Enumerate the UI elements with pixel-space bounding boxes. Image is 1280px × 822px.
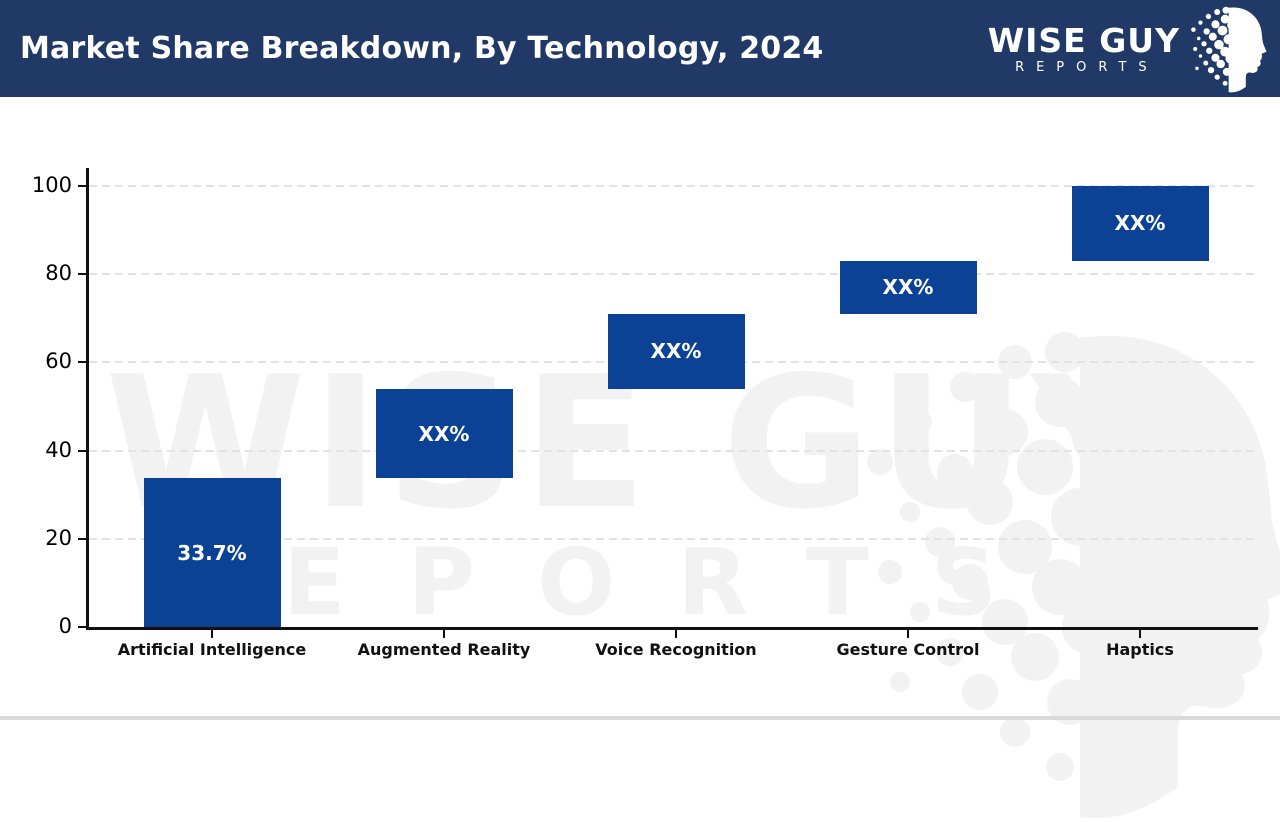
- y-axis-tick-label: 80: [45, 261, 72, 286]
- y-axis: [86, 168, 89, 630]
- bar-artificial-intelligence: 33.7%: [143, 478, 281, 627]
- bar-voice-recognition: XX%: [607, 313, 745, 389]
- y-tick-60: [78, 361, 86, 364]
- bar-value-label: XX%: [418, 421, 470, 446]
- bar-augmented-reality: XX%: [375, 388, 513, 479]
- bar-haptics: XX%: [1071, 186, 1209, 261]
- x-axis: [86, 627, 1258, 630]
- y-axis-tick-label: 20: [45, 525, 72, 550]
- logo-text: WISE GUY REPORTS: [988, 24, 1180, 74]
- y-axis-tick-label: 60: [45, 349, 72, 374]
- bar-value-label: 33.7%: [177, 540, 247, 565]
- page-title: Market Share Breakdown, By Technology, 2…: [20, 31, 824, 66]
- x-axis-label-haptics: Haptics: [1106, 640, 1174, 659]
- y-axis-tick-label: 0: [58, 614, 72, 638]
- y-tick-0: [78, 626, 86, 628]
- bar-value-label: XX%: [1114, 211, 1166, 236]
- x-tick-augmented-reality: [443, 630, 445, 638]
- gridline-80: [89, 273, 1256, 276]
- x-tick-haptics: [1139, 630, 1141, 638]
- wiseguy-head-icon: [1191, 6, 1267, 92]
- y-axis-tick-label: 40: [45, 437, 72, 462]
- bar-value-label: XX%: [882, 275, 934, 300]
- y-tick-20: [78, 537, 86, 540]
- y-axis-tick-label: 100: [31, 173, 72, 197]
- watermark-head-icon: [867, 332, 1280, 819]
- bar-gesture-control: XX%: [839, 260, 977, 314]
- bottom-border: [0, 716, 1280, 720]
- y-tick-100: [78, 185, 86, 187]
- x-tick-gesture-control: [907, 630, 909, 638]
- bar-value-label: XX%: [650, 339, 702, 364]
- logo-wordmark: WISE GUY: [987, 20, 1180, 60]
- watermark-subtext: REPORTS: [150, 529, 1060, 636]
- gridline-20: [89, 537, 1256, 540]
- x-tick-voice-recognition: [675, 630, 677, 638]
- wiseguy-logo: WISE GUY REPORTS: [988, 5, 1280, 93]
- y-tick-80: [78, 273, 86, 276]
- gridline-40: [89, 449, 1256, 452]
- y-tick-40: [78, 449, 86, 452]
- x-axis-label-voice-recognition: Voice Recognition: [595, 640, 757, 659]
- x-axis-label-gesture-control: Gesture Control: [836, 640, 980, 659]
- logo-subtext: REPORTS: [1015, 59, 1159, 75]
- header-bar: Market Share Breakdown, By Technology, 2…: [0, 0, 1280, 97]
- gridline-100: [89, 185, 1256, 187]
- x-axis-label-artificial-intelligence: Artificial Intelligence: [117, 640, 307, 659]
- x-axis-label-augmented-reality: Augmented Reality: [357, 640, 531, 659]
- x-tick-artificial-intelligence: [211, 630, 213, 638]
